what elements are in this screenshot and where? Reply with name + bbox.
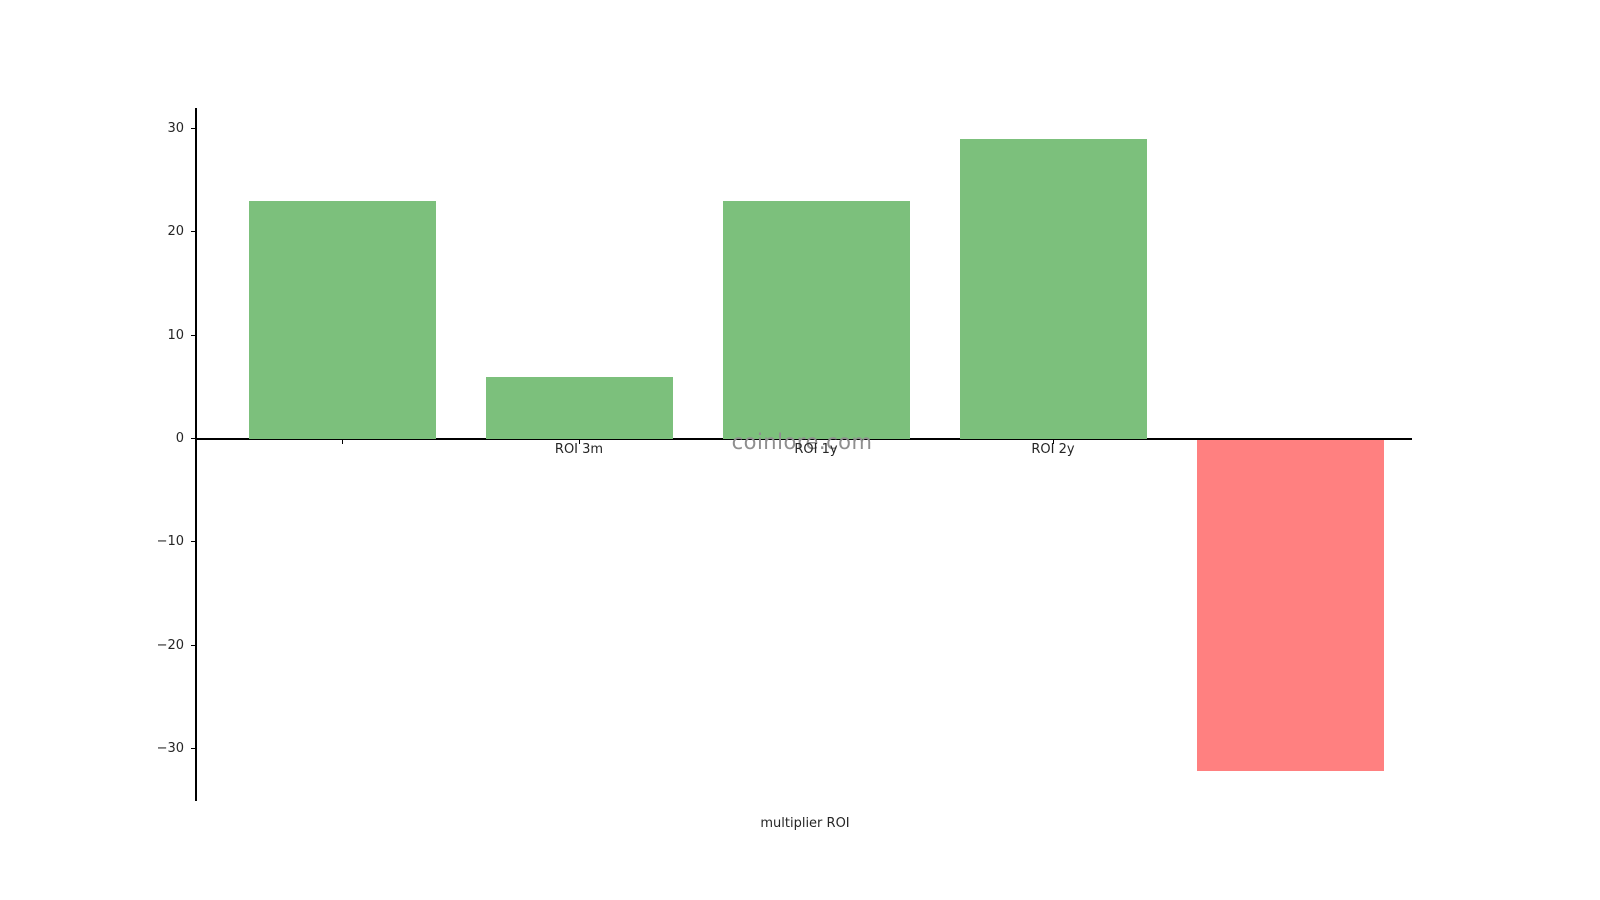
y-tick-mark bbox=[191, 231, 195, 233]
x-tick-mark bbox=[816, 440, 817, 444]
y-tick-mark bbox=[191, 128, 195, 130]
y-tick-label: 30 bbox=[167, 121, 184, 137]
x-tick-mark bbox=[579, 440, 580, 444]
watermark: coinlore.com bbox=[731, 430, 873, 454]
y-tick-label: −10 bbox=[156, 534, 184, 550]
x-axis-line bbox=[196, 438, 1412, 440]
bar-unlabeled-0 bbox=[248, 201, 436, 439]
y-tick-label: 10 bbox=[167, 327, 184, 343]
bar-ROI 1y bbox=[722, 201, 910, 439]
y-tick-mark bbox=[191, 747, 195, 749]
y-tick-mark bbox=[191, 438, 195, 439]
x-tick-mark bbox=[1053, 440, 1054, 444]
bar-ROI 3m bbox=[485, 377, 673, 439]
y-tick-label: −20 bbox=[156, 637, 184, 653]
x-tick-label: ROI 3m bbox=[554, 442, 604, 457]
x-tick-mark bbox=[342, 440, 343, 444]
y-axis-spine bbox=[195, 108, 197, 801]
y-tick-mark bbox=[191, 334, 195, 336]
y-tick-mark bbox=[191, 644, 195, 646]
y-tick-label: 0 bbox=[175, 431, 184, 446]
bar-unlabeled-4 bbox=[1196, 440, 1384, 771]
x-tick-label: ROI 2y bbox=[1031, 442, 1075, 457]
bar-ROI 2y bbox=[959, 139, 1147, 439]
y-tick-label: 20 bbox=[167, 224, 184, 240]
y-tick-label: −30 bbox=[156, 740, 184, 756]
x-tick-label: ROI 1y bbox=[794, 442, 838, 457]
y-tick-mark bbox=[191, 541, 195, 543]
x-axis-title: multiplier ROI bbox=[760, 816, 850, 831]
